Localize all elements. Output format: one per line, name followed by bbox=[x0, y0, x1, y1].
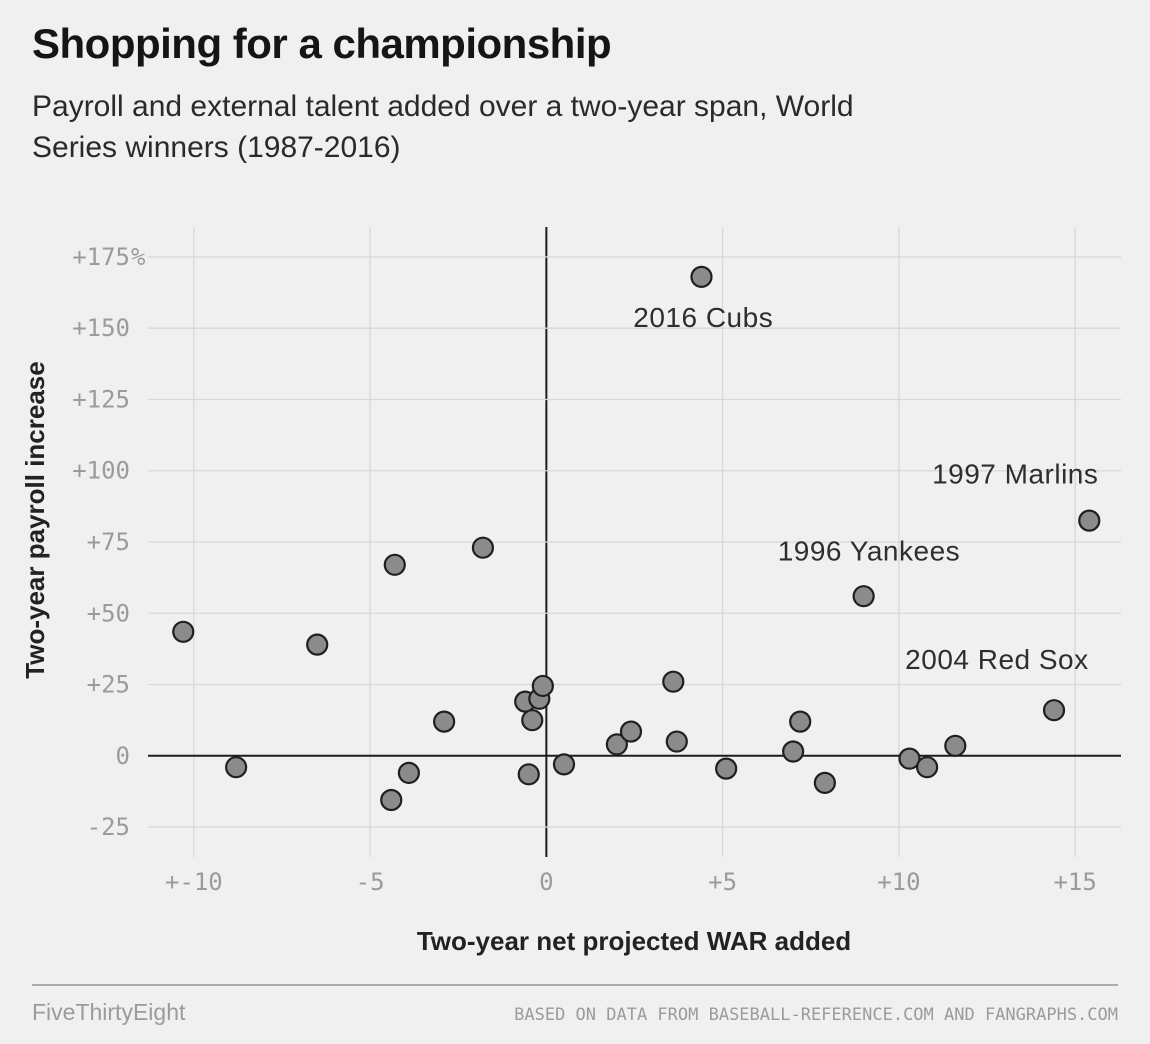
x-tick-label: +10 bbox=[877, 868, 920, 896]
y-tick-label: +50 bbox=[87, 599, 130, 627]
data-point bbox=[665, 730, 688, 753]
y-tick-label: -25 bbox=[87, 813, 130, 841]
data-point bbox=[517, 763, 540, 786]
y-tick-suffix: % bbox=[131, 243, 146, 271]
data-point bbox=[433, 710, 456, 733]
data-point bbox=[605, 733, 628, 756]
data-point bbox=[690, 265, 713, 288]
point-annotation: 2016 Cubs bbox=[633, 302, 773, 333]
data-point bbox=[852, 585, 875, 608]
data-point bbox=[789, 710, 812, 733]
data-point bbox=[383, 553, 406, 576]
x-tick-label: -5 bbox=[356, 868, 385, 896]
y-tick-label: +125 bbox=[72, 385, 130, 413]
x-tick-label: 0 bbox=[539, 868, 553, 896]
y-tick-label: +100 bbox=[72, 457, 130, 485]
y-tick-label: +75 bbox=[87, 528, 130, 556]
data-point bbox=[521, 709, 544, 732]
data-point bbox=[715, 757, 738, 780]
x-axis-title: Two-year net projected WAR added bbox=[417, 926, 851, 956]
data-point bbox=[916, 756, 939, 779]
x-tick-label: +5 bbox=[708, 868, 737, 896]
y-tick-label: +25 bbox=[87, 671, 130, 699]
y-tick-label: +175 bbox=[72, 243, 130, 271]
footer: FiveThirtyEight BASED ON DATA FROM BASEB… bbox=[32, 984, 1118, 1026]
data-point bbox=[552, 753, 576, 776]
data-point bbox=[898, 747, 921, 770]
y-tick-label: +150 bbox=[72, 314, 130, 342]
data-point bbox=[1078, 509, 1101, 532]
data-point bbox=[531, 674, 554, 698]
data-point bbox=[619, 720, 643, 743]
y-tick-label: 0 bbox=[116, 742, 130, 770]
scatter-plot: +-10 -5 0 +5 +10 +15 +175 % +150 +125 +100 +75 +50 +2… bbox=[20, 227, 1121, 956]
footer-source: BASED ON DATA FROM BASEBALL-REFERENCE.CO… bbox=[514, 1005, 1118, 1025]
data-point bbox=[1042, 699, 1066, 722]
point-annotation: 1997 Marlins bbox=[932, 459, 1098, 490]
point-annotation: 1996 Yankees bbox=[778, 536, 960, 567]
data-point bbox=[944, 734, 967, 757]
chart-title: Shopping for a championship bbox=[32, 20, 612, 67]
data-point bbox=[397, 761, 420, 785]
data-point bbox=[306, 633, 329, 656]
data-point bbox=[813, 771, 836, 794]
data-point bbox=[225, 756, 248, 779]
data-point bbox=[471, 536, 495, 559]
chart-subtitle: Payroll and external talent added over a… bbox=[32, 90, 854, 165]
data-point bbox=[662, 670, 685, 693]
data-point bbox=[380, 788, 403, 812]
x-tick-label: +-10 bbox=[165, 868, 223, 896]
data-point bbox=[782, 740, 805, 763]
y-axis-title: Two-year payroll increase bbox=[20, 361, 50, 678]
footer-brand: FiveThirtyEight bbox=[32, 999, 186, 1025]
point-annotation: 2004 Red Sox bbox=[905, 644, 1088, 675]
x-tick-label: +15 bbox=[1053, 868, 1096, 896]
data-point bbox=[172, 620, 195, 643]
